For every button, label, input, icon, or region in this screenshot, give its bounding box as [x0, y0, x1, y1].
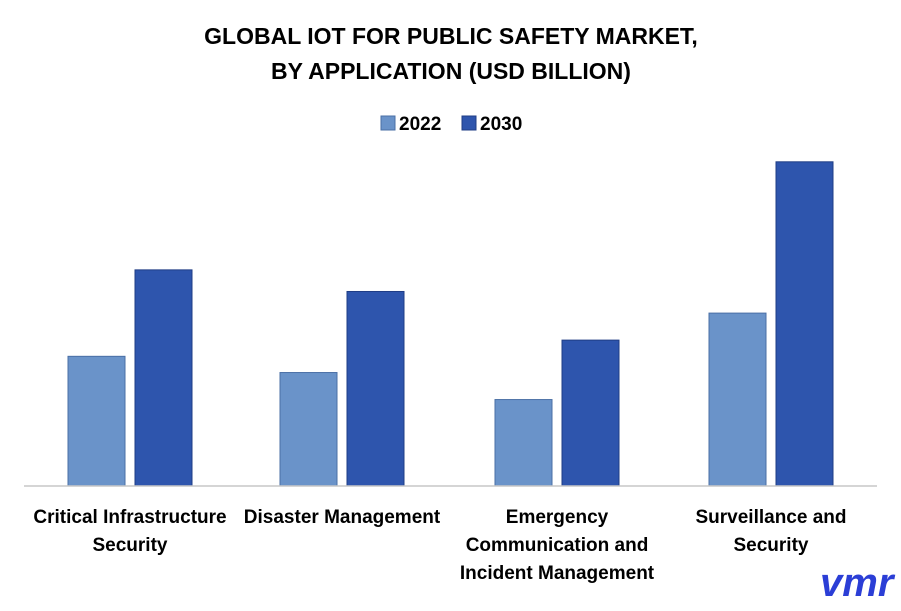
category-label-4-line-2: Security: [734, 535, 809, 556]
bar-2030-1: [134, 269, 193, 487]
legend-label-2030: 2030: [480, 114, 522, 135]
bar-2022-2: [279, 372, 338, 487]
bar-2022-3: [494, 399, 553, 487]
bar-2022-4: [708, 312, 767, 487]
svg-text:vmr: vmr: [820, 561, 896, 605]
chart-title: GLOBAL IOT FOR PUBLIC SAFETY MARKET,: [204, 23, 698, 49]
category-label-2-line-1: Disaster Management: [244, 507, 441, 528]
category-label-4-line-1: Surveillance and: [695, 507, 846, 528]
bars: [67, 161, 834, 487]
category-label-3-line-2: Communication and: [466, 535, 649, 556]
category-label-1-line-1: Critical Infrastructure: [33, 507, 226, 528]
legend-label-2022: 2022: [399, 114, 441, 135]
category-label-3-line-3: Incident Management: [460, 563, 655, 584]
legend: 2022 2030: [380, 114, 522, 135]
legend-swatch-2030: [461, 115, 477, 131]
bar-2030-3: [561, 339, 620, 487]
bar-2030-2: [346, 290, 405, 487]
bar-2030-4: [775, 161, 834, 487]
bar-2022-1: [67, 355, 126, 487]
category-label-3-line-1: Emergency: [506, 507, 609, 528]
category-labels: Critical Infrastructure Security Disaster …: [33, 507, 846, 584]
chart-subtitle: BY APPLICATION (USD BILLION): [271, 58, 631, 84]
category-label-1-line-2: Security: [93, 535, 168, 556]
vmr-logo: vmr: [820, 561, 896, 605]
legend-swatch-2022: [380, 115, 396, 131]
